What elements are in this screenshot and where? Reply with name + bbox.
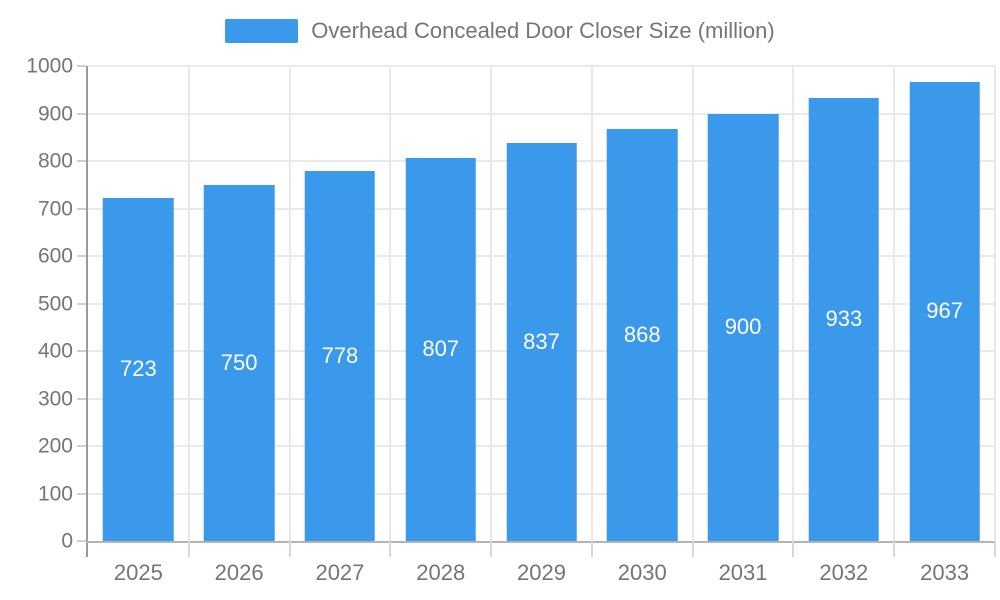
bar-2025: 723 bbox=[103, 197, 174, 541]
bar-2027: 778 bbox=[304, 171, 376, 541]
y-axis-tick bbox=[77, 445, 86, 447]
bar-value-label: 837 bbox=[523, 329, 560, 355]
y-axis-tick bbox=[77, 65, 86, 67]
gridline-vertical bbox=[792, 66, 795, 541]
bar-2031: 900 bbox=[707, 113, 779, 541]
x-axis-tick-label: 2028 bbox=[416, 560, 466, 585]
x-axis-tick-label: 2030 bbox=[617, 560, 667, 585]
y-axis-tick-label: 100 bbox=[37, 482, 73, 505]
gridline-vertical bbox=[389, 66, 392, 541]
plot-area: 723 750 778 807 837 868 900 933 967 0 100 200 300 40… bbox=[26, 56, 996, 584]
y-axis-tick bbox=[77, 112, 86, 115]
y-axis-tick bbox=[77, 160, 86, 162]
x-axis-tick-label: 2032 bbox=[819, 560, 869, 585]
bar-value-label: 723 bbox=[120, 356, 157, 382]
x-axis-tick-label: 2033 bbox=[920, 560, 970, 585]
y-axis-tick-label: 0 bbox=[61, 529, 73, 553]
y-axis-tick bbox=[77, 302, 86, 305]
x-axis-tick bbox=[590, 541, 593, 557]
bar-value-label: 778 bbox=[321, 343, 359, 369]
legend-item[interactable]: Overhead Concealed Door Closer Size (mil… bbox=[225, 18, 775, 44]
legend-swatch-icon bbox=[225, 19, 299, 43]
gridline-vertical bbox=[590, 66, 593, 541]
gridline-vertical bbox=[691, 66, 694, 541]
y-axis-tick bbox=[77, 350, 86, 352]
y-axis-tick-label: 200 bbox=[37, 434, 73, 458]
x-axis-tick-label: 2027 bbox=[315, 560, 365, 585]
bar-value-label: 868 bbox=[623, 321, 661, 347]
bar-2028: 807 bbox=[405, 157, 476, 541]
bar-value-label: 807 bbox=[422, 336, 460, 362]
x-axis-tick bbox=[490, 541, 493, 557]
y-axis-tick-label: 900 bbox=[37, 102, 73, 125]
bar-2026: 750 bbox=[203, 184, 275, 541]
y-axis-tick bbox=[77, 492, 86, 495]
bar-2029: 837 bbox=[506, 143, 577, 541]
y-axis-tick-label: 1000 bbox=[26, 54, 73, 78]
y-axis-tick bbox=[77, 255, 86, 257]
y-axis-tick-label: 700 bbox=[37, 197, 73, 220]
gridline-vertical bbox=[187, 66, 190, 541]
x-axis-tick-label: 2025 bbox=[113, 560, 163, 585]
x-axis-tick-label: 2026 bbox=[214, 560, 264, 585]
x-axis-tick-label: 2029 bbox=[517, 560, 566, 585]
x-axis-line bbox=[86, 541, 995, 543]
bar-value-label: 900 bbox=[724, 314, 762, 340]
legend-label: Overhead Concealed Door Closer Size (mil… bbox=[311, 18, 775, 43]
bar-value-label: 967 bbox=[926, 298, 963, 324]
y-axis-tick bbox=[77, 207, 86, 210]
gridline-horizontal bbox=[88, 112, 995, 115]
y-axis-tick bbox=[77, 540, 86, 542]
bar-2033: 967 bbox=[909, 81, 980, 541]
gridline-horizontal bbox=[88, 65, 995, 67]
y-axis-tick bbox=[77, 397, 86, 400]
bar-2030: 868 bbox=[607, 128, 678, 541]
x-axis-tick bbox=[389, 541, 392, 557]
x-axis-tick bbox=[893, 541, 896, 557]
y-axis-tick-label: 300 bbox=[37, 387, 73, 410]
x-axis-tick-label: 2031 bbox=[718, 560, 768, 585]
gridline-vertical bbox=[994, 66, 996, 541]
chart-legend: Overhead Concealed Door Closer Size (mil… bbox=[0, 18, 1000, 44]
x-axis-tick bbox=[691, 541, 694, 557]
gridline-vertical bbox=[490, 66, 493, 541]
y-axis-tick-label: 800 bbox=[37, 149, 73, 173]
x-axis-tick bbox=[792, 541, 795, 557]
gridline-vertical bbox=[893, 66, 896, 541]
x-axis-tick bbox=[187, 541, 190, 557]
bar-value-label: 750 bbox=[220, 349, 258, 375]
bar-value-label: 933 bbox=[825, 306, 863, 332]
bar-2032: 933 bbox=[808, 97, 880, 541]
y-axis-line bbox=[86, 66, 88, 557]
gridline-vertical bbox=[288, 66, 291, 541]
y-axis-tick-label: 600 bbox=[37, 244, 73, 268]
x-axis-tick bbox=[288, 541, 291, 557]
x-axis-tick bbox=[994, 541, 996, 557]
y-axis-tick-label: 400 bbox=[37, 339, 73, 363]
y-axis-tick-label: 500 bbox=[37, 292, 73, 315]
